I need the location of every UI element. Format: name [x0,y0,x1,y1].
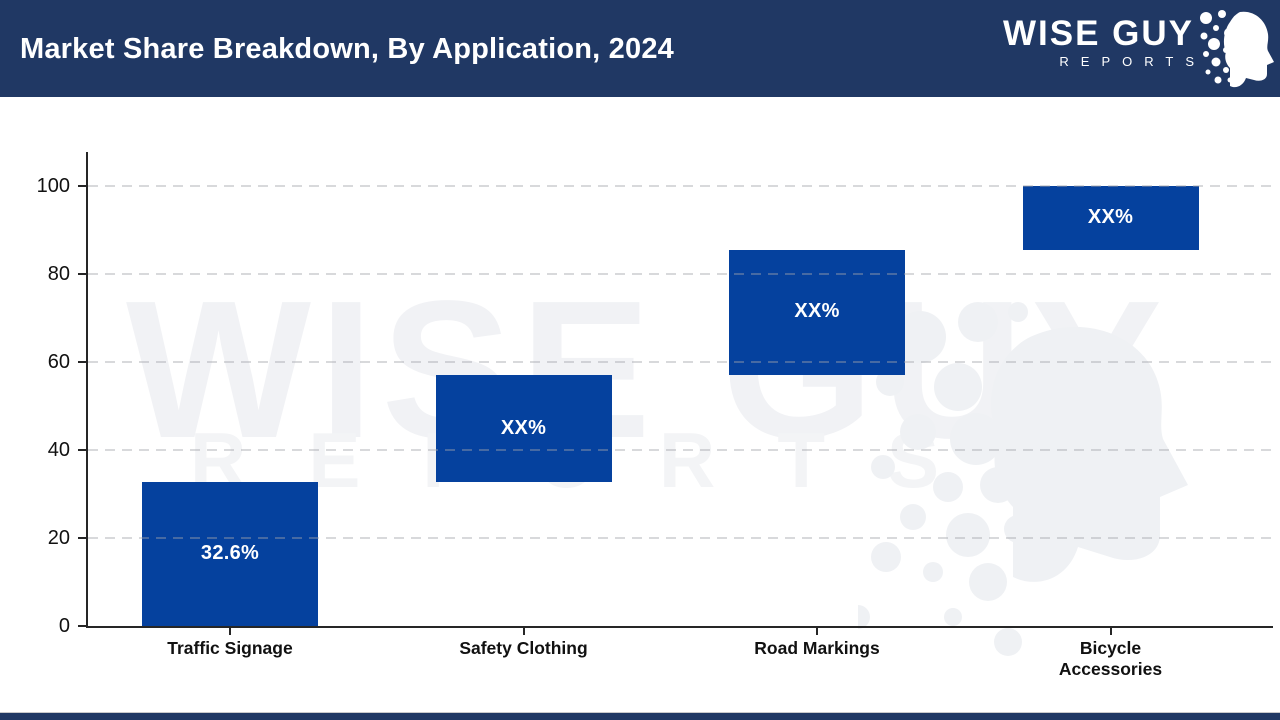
y-tick-label: 80 [47,262,70,285]
gridline-y-40 [88,448,1272,451]
chart-area: WISE GUY REPORTS 02040608010032.6%Traffi… [0,97,1280,713]
footer-band [0,713,1280,720]
gridline-y-80 [88,272,1272,275]
x-axis-line [86,626,1273,628]
y-tick-label: 0 [58,615,70,637]
header-band: Market Share Breakdown, By Application, … [0,0,1280,97]
page-title: Market Share Breakdown, By Application, … [20,33,674,65]
x-category-label: Traffic Signage [167,638,293,658]
x-tick-mark [229,628,231,635]
brand-subname: REPORTS [1059,54,1206,69]
x-category-label: Road Markings [754,638,880,658]
watermark-head-icon [858,302,1188,656]
gridline-y-100 [88,184,1272,187]
bar-value-label: 32.6% [200,542,260,565]
y-tick-label: 100 [36,174,70,197]
x-category-label: Bicycle Accessories [1058,638,1163,679]
y-tick-mark [78,448,87,451]
brand-head-icon [1200,10,1274,88]
bar [142,482,318,626]
gridline-y-20 [88,536,1272,539]
x-tick-mark [816,628,818,635]
bar-value-label: XX% [1087,205,1134,228]
y-tick-mark [78,625,87,627]
x-tick-mark [1109,628,1112,635]
y-tick-mark [78,536,87,539]
bar-value-label: XX% [500,416,547,439]
y-tick-mark [78,184,87,187]
y-axis-line [86,152,88,628]
footer-divider [0,712,1280,713]
x-tick-mark [522,628,525,635]
bar-value-label: XX% [794,300,840,323]
brand-logo: WISE GUY REPORTS [1003,14,1194,70]
bar [729,249,905,375]
y-tick-label: 40 [47,438,70,461]
brand-name: WISE GUY [1002,14,1194,53]
x-category-label: Safety Clothing [459,638,588,658]
y-tick-label: 20 [47,526,70,549]
y-tick-label: 60 [47,350,70,373]
bar [1022,185,1199,250]
y-tick-mark [78,360,87,363]
y-tick-mark [78,272,87,275]
gridline-y-60 [88,360,1272,363]
bar [435,374,612,483]
